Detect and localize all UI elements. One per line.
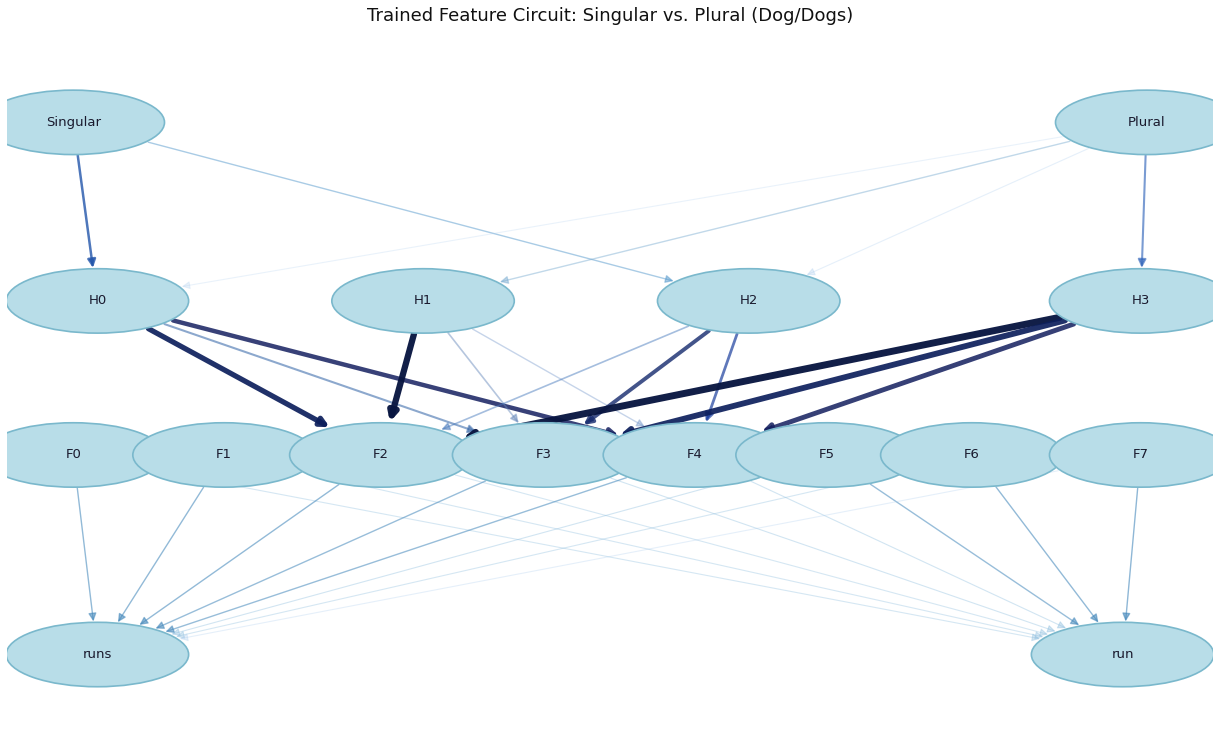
- Text: F7: F7: [1132, 448, 1149, 462]
- Ellipse shape: [332, 269, 515, 333]
- Text: runs: runs: [83, 648, 112, 661]
- Text: F1: F1: [216, 448, 232, 462]
- Text: Plural: Plural: [1128, 116, 1165, 129]
- Text: H3: H3: [1131, 295, 1150, 307]
- Title: Trained Feature Circuit: Singular vs. Plural (Dog/Dogs): Trained Feature Circuit: Singular vs. Pl…: [367, 7, 853, 25]
- Ellipse shape: [133, 423, 315, 487]
- Text: H2: H2: [739, 295, 758, 307]
- Text: H1: H1: [414, 295, 432, 307]
- Ellipse shape: [6, 623, 189, 687]
- Text: F5: F5: [819, 448, 836, 462]
- Ellipse shape: [1031, 623, 1214, 687]
- Ellipse shape: [881, 423, 1063, 487]
- Text: H0: H0: [88, 295, 106, 307]
- Ellipse shape: [0, 423, 165, 487]
- Text: F0: F0: [66, 448, 82, 462]
- Text: F3: F3: [536, 448, 551, 462]
- Ellipse shape: [1055, 90, 1220, 154]
- Ellipse shape: [736, 423, 919, 487]
- Text: run: run: [1111, 648, 1133, 661]
- Ellipse shape: [1049, 269, 1220, 333]
- Text: F4: F4: [687, 448, 703, 462]
- Ellipse shape: [658, 269, 839, 333]
- Ellipse shape: [6, 269, 189, 333]
- Ellipse shape: [1049, 423, 1220, 487]
- Ellipse shape: [289, 423, 472, 487]
- Text: Singular: Singular: [46, 116, 101, 129]
- Text: F2: F2: [373, 448, 389, 462]
- Ellipse shape: [603, 423, 786, 487]
- Ellipse shape: [0, 90, 165, 154]
- Text: F6: F6: [964, 448, 980, 462]
- Ellipse shape: [453, 423, 634, 487]
